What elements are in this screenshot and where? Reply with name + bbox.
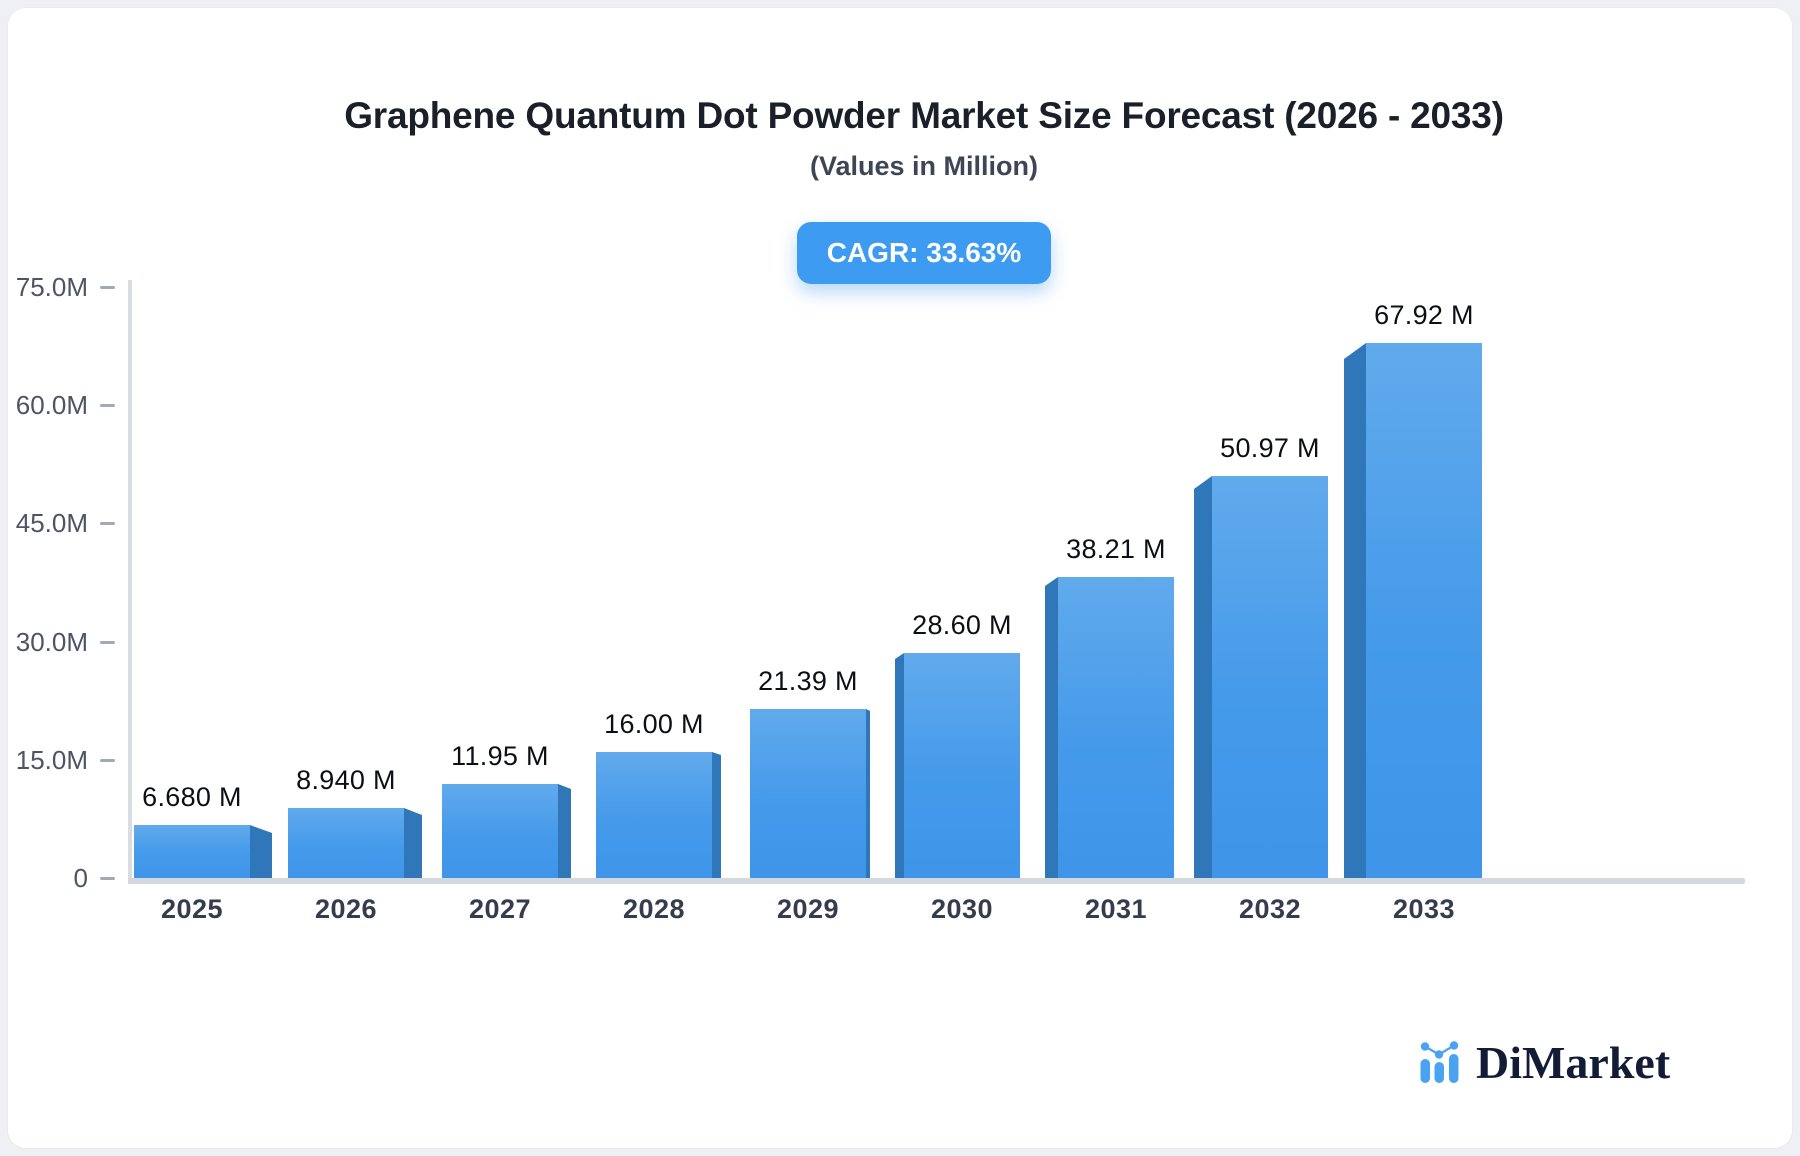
bar xyxy=(750,709,866,878)
y-tick-mark xyxy=(100,404,115,408)
x-tick-label: 2030 xyxy=(930,894,994,924)
bar-3d-side xyxy=(712,752,721,878)
bar xyxy=(134,825,250,878)
chart-subtitle: (Values in Million) xyxy=(809,151,1039,181)
y-tick-label: 15.0M xyxy=(15,744,88,775)
y-tick-mark xyxy=(100,877,115,880)
bar-value-label: 67.92 M xyxy=(1374,300,1474,330)
y-axis-line xyxy=(128,280,132,884)
bar-3d-side xyxy=(250,825,272,878)
x-tick-label: 2025 xyxy=(160,894,224,924)
x-tick-label: 2028 xyxy=(622,894,686,924)
bar xyxy=(1366,343,1482,878)
bar xyxy=(596,752,712,878)
dimarket-logo-text: DiMarket xyxy=(1476,1037,1671,1088)
y-tick-label: 60.0M xyxy=(15,390,88,421)
bar xyxy=(288,808,404,878)
y-tick-label: 0 xyxy=(73,863,88,893)
bar-value-label: 6.680 M xyxy=(142,782,242,812)
bar-3d-side xyxy=(866,709,870,878)
bar-value-label: 11.95 M xyxy=(451,741,549,771)
cagr-badge: CAGR: 33.63% xyxy=(796,222,1052,284)
bar xyxy=(442,784,558,878)
bar-3d-side xyxy=(558,784,571,878)
bar-value-label: 16.00 M xyxy=(604,709,704,739)
dimarket-logo-icon xyxy=(1420,1041,1459,1083)
chart-card xyxy=(8,8,1792,1148)
x-tick-label: 2029 xyxy=(776,894,840,924)
bar xyxy=(1058,577,1174,878)
page-title: Graphene Quantum Dot Powder Market Size … xyxy=(344,95,1504,136)
bar-3d-side xyxy=(1194,476,1212,878)
x-tick-label: 2033 xyxy=(1392,894,1456,924)
bar-3d-side xyxy=(1045,577,1058,878)
bar-value-label: 28.60 M xyxy=(912,610,1012,640)
bar-value-label: 21.39 M xyxy=(758,666,858,696)
y-tick-mark xyxy=(100,522,115,526)
bar-3d-side xyxy=(404,808,422,878)
cagr-badge-wrap: CAGR: 33.63% xyxy=(48,222,1800,284)
bar xyxy=(1212,476,1328,878)
x-axis-baseline xyxy=(128,878,1745,884)
y-tick-mark xyxy=(100,640,115,644)
dimarket-logo: DiMarket xyxy=(1418,1040,1670,1086)
x-tick-label: 2031 xyxy=(1084,894,1148,924)
bar-value-label: 50.97 M xyxy=(1220,433,1320,463)
y-tick-mark xyxy=(100,286,115,289)
bar-value-label: 38.21 M xyxy=(1066,534,1166,564)
y-tick-mark xyxy=(100,758,115,762)
y-tick-label: 45.0M xyxy=(15,508,88,539)
y-tick-label: 75.0M xyxy=(15,272,88,302)
bar xyxy=(904,653,1020,878)
bar-3d-side xyxy=(895,653,904,878)
x-tick-label: 2027 xyxy=(468,894,532,924)
x-tick-label: 2026 xyxy=(314,894,378,924)
y-tick-label: 30.0M xyxy=(15,626,88,657)
x-tick-label: 2032 xyxy=(1238,894,1302,924)
bar-value-label: 8.940 M xyxy=(296,765,396,795)
bar-3d-side xyxy=(1344,343,1366,878)
